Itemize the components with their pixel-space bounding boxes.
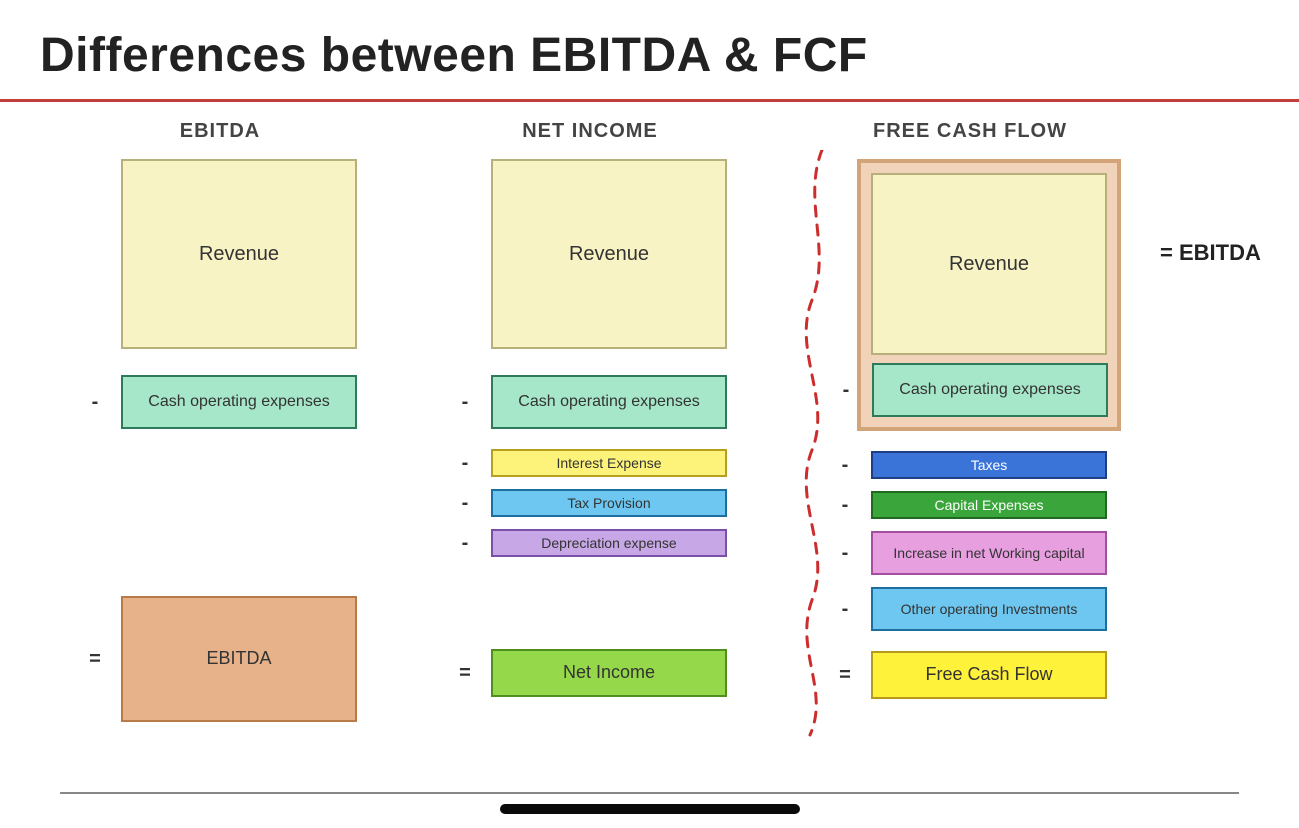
box-depreciation: Depreciation expense	[491, 529, 727, 557]
box-interest-expense: Interest Expense	[491, 449, 727, 477]
box-taxes: Taxes	[871, 451, 1107, 479]
box-capital-expenses: Capital Expenses	[871, 491, 1107, 519]
op-minus: -	[453, 452, 477, 475]
bottom-divider	[60, 792, 1239, 794]
op-minus: -	[833, 494, 857, 517]
row-fcf-nwc: - Increase in net Working capital	[780, 531, 1160, 575]
col-fcf-header: FREE CASH FLOW	[873, 120, 1067, 143]
box-revenue: Revenue	[871, 173, 1107, 355]
fcf-ebitda-frame: Revenue - Cash operating expenses	[857, 159, 1121, 431]
op-minus: -	[834, 379, 858, 402]
op-minus: -	[83, 391, 107, 414]
col-ebitda: EBITDA Revenue - Cash operating expenses…	[40, 120, 400, 728]
box-label: Free Cash Flow	[925, 664, 1052, 686]
box-fcf-result: Free Cash Flow	[871, 651, 1107, 699]
row-fcf-capex: - Capital Expenses	[780, 491, 1160, 519]
col-ebitda-header: EBITDA	[180, 120, 260, 143]
row-ni-result: = Net Income	[400, 649, 780, 697]
box-cash-operating-expenses: Cash operating expenses	[121, 375, 357, 429]
op-minus: -	[833, 454, 857, 477]
op-equals: =	[83, 648, 107, 671]
title-underline	[0, 99, 1299, 102]
box-label: Revenue	[199, 242, 279, 266]
box-label: Cash operating expenses	[518, 392, 699, 411]
box-label: Revenue	[569, 242, 649, 266]
op-equals: =	[453, 662, 477, 685]
box-tax-provision: Tax Provision	[491, 489, 727, 517]
op-equals: =	[833, 664, 857, 687]
op-minus: -	[453, 492, 477, 515]
box-label: Depreciation expense	[541, 535, 676, 552]
diagram-grid: EBITDA Revenue - Cash operating expenses…	[40, 120, 1259, 728]
op-minus: -	[833, 598, 857, 621]
col-netincome-header: NET INCOME	[522, 120, 658, 143]
row-fcf-taxes: - Taxes	[780, 451, 1160, 479]
row-ni-cashop: - Cash operating expenses	[400, 375, 780, 429]
row-ebitda-cashop: - Cash operating expenses	[40, 375, 400, 429]
row-ni-revenue: Revenue	[400, 159, 780, 349]
box-ebitda-result: EBITDA	[121, 596, 357, 722]
box-label: Cash operating expenses	[148, 392, 329, 411]
box-revenue: Revenue	[491, 159, 727, 349]
slide: Differences between EBITDA & FCF EBITDA …	[0, 0, 1299, 828]
box-revenue: Revenue	[121, 159, 357, 349]
row-ebitda-result: = EBITDA	[40, 596, 400, 722]
slide-title: Differences between EBITDA & FCF	[40, 0, 1259, 99]
box-cash-operating-expenses: Cash operating expenses	[872, 363, 1108, 417]
box-label: Other operating Investments	[901, 601, 1078, 618]
box-label: Taxes	[971, 457, 1008, 474]
op-minus: -	[453, 391, 477, 414]
box-label: EBITDA	[206, 648, 271, 670]
row-fcf-otherinv: - Other operating Investments	[780, 587, 1160, 631]
box-label: Cash operating expenses	[899, 380, 1080, 399]
col-side-label: = EBITDA	[1160, 120, 1280, 266]
row-ni-dep: - Depreciation expense	[400, 529, 780, 557]
box-other-investments: Other operating Investments	[871, 587, 1107, 631]
box-label: Net Income	[563, 662, 655, 684]
row-fcf-frame: Revenue - Cash operating expenses	[780, 159, 1160, 431]
op-minus: -	[453, 532, 477, 555]
box-label: Capital Expenses	[935, 497, 1044, 514]
box-label: Increase in net Working capital	[893, 545, 1084, 562]
box-label: Interest Expense	[556, 455, 661, 472]
col-fcf: FREE CASH FLOW Revenue - Cash operating …	[780, 120, 1160, 705]
col-netincome: NET INCOME Revenue - Cash operating expe…	[400, 120, 780, 703]
row-fcf-result: = Free Cash Flow	[780, 651, 1160, 699]
ebitda-side-label: = EBITDA	[1160, 240, 1261, 266]
home-indicator	[500, 804, 800, 814]
row-ni-taxprov: - Tax Provision	[400, 489, 780, 517]
box-cash-operating-expenses: Cash operating expenses	[491, 375, 727, 429]
row-ni-interest: - Interest Expense	[400, 449, 780, 477]
box-nwc: Increase in net Working capital	[871, 531, 1107, 575]
box-net-income-result: Net Income	[491, 649, 727, 697]
row-ebitda-revenue: Revenue	[40, 159, 400, 349]
box-label: Tax Provision	[567, 495, 650, 512]
box-label: Revenue	[949, 252, 1029, 276]
op-minus: -	[833, 542, 857, 565]
